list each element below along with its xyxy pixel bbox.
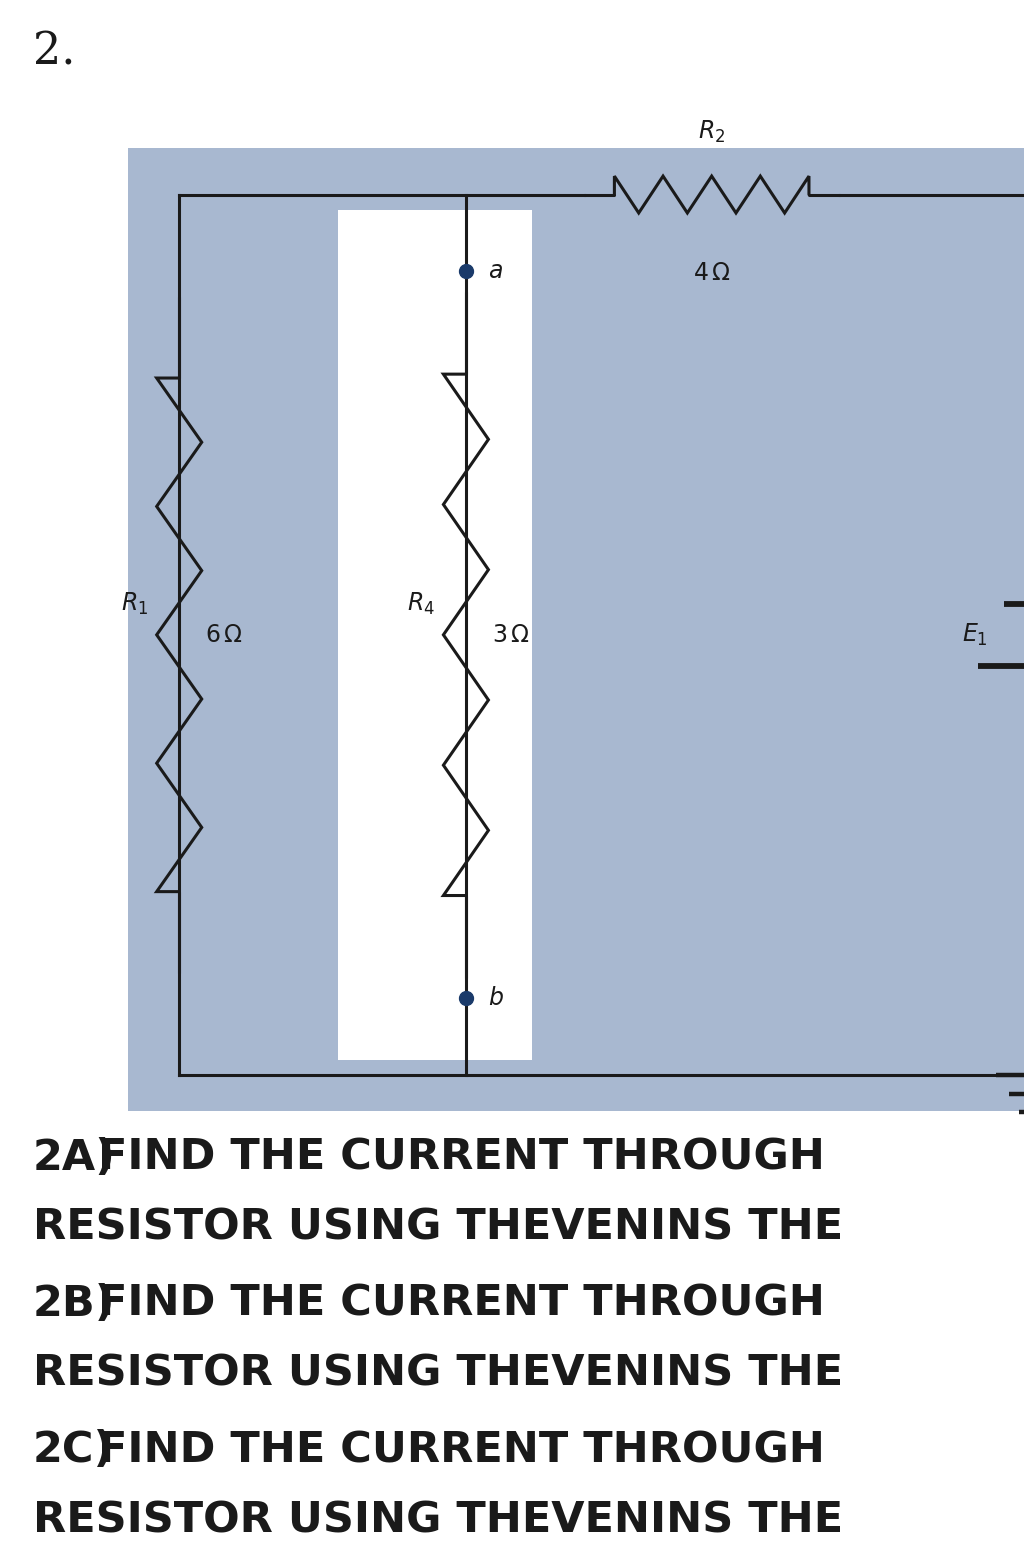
Text: 2A): 2A) bbox=[33, 1137, 116, 1179]
Text: $R_2$: $R_2$ bbox=[698, 119, 725, 145]
Text: RESISTOR USING THEVENINS THE: RESISTOR USING THEVENINS THE bbox=[33, 1207, 843, 1248]
Text: $R_4$: $R_4$ bbox=[408, 592, 435, 618]
Text: $6\,\Omega$: $6\,\Omega$ bbox=[205, 623, 243, 647]
Text: 2.: 2. bbox=[33, 31, 75, 74]
Text: RESISTOR USING THEVENINS THE: RESISTOR USING THEVENINS THE bbox=[33, 1353, 843, 1395]
Text: $3\,\Omega$: $3\,\Omega$ bbox=[492, 623, 529, 647]
Text: $E_1$: $E_1$ bbox=[963, 621, 988, 647]
Text: b: b bbox=[488, 986, 504, 1011]
Bar bbox=[128, 148, 1024, 1111]
Text: 2B): 2B) bbox=[33, 1284, 116, 1325]
Text: FIND THE CURRENT THROUGH: FIND THE CURRENT THROUGH bbox=[83, 1137, 824, 1179]
Bar bbox=[338, 210, 532, 1060]
Text: RESISTOR USING THEVENINS THE: RESISTOR USING THEVENINS THE bbox=[33, 1499, 843, 1541]
Text: $4\,\Omega$: $4\,\Omega$ bbox=[692, 260, 731, 285]
Text: FIND THE CURRENT THROUGH: FIND THE CURRENT THROUGH bbox=[83, 1284, 824, 1325]
Text: a: a bbox=[488, 259, 503, 284]
Text: 2C): 2C) bbox=[33, 1430, 114, 1472]
Text: FIND THE CURRENT THROUGH: FIND THE CURRENT THROUGH bbox=[83, 1430, 824, 1472]
Text: $R_1$: $R_1$ bbox=[121, 592, 148, 618]
